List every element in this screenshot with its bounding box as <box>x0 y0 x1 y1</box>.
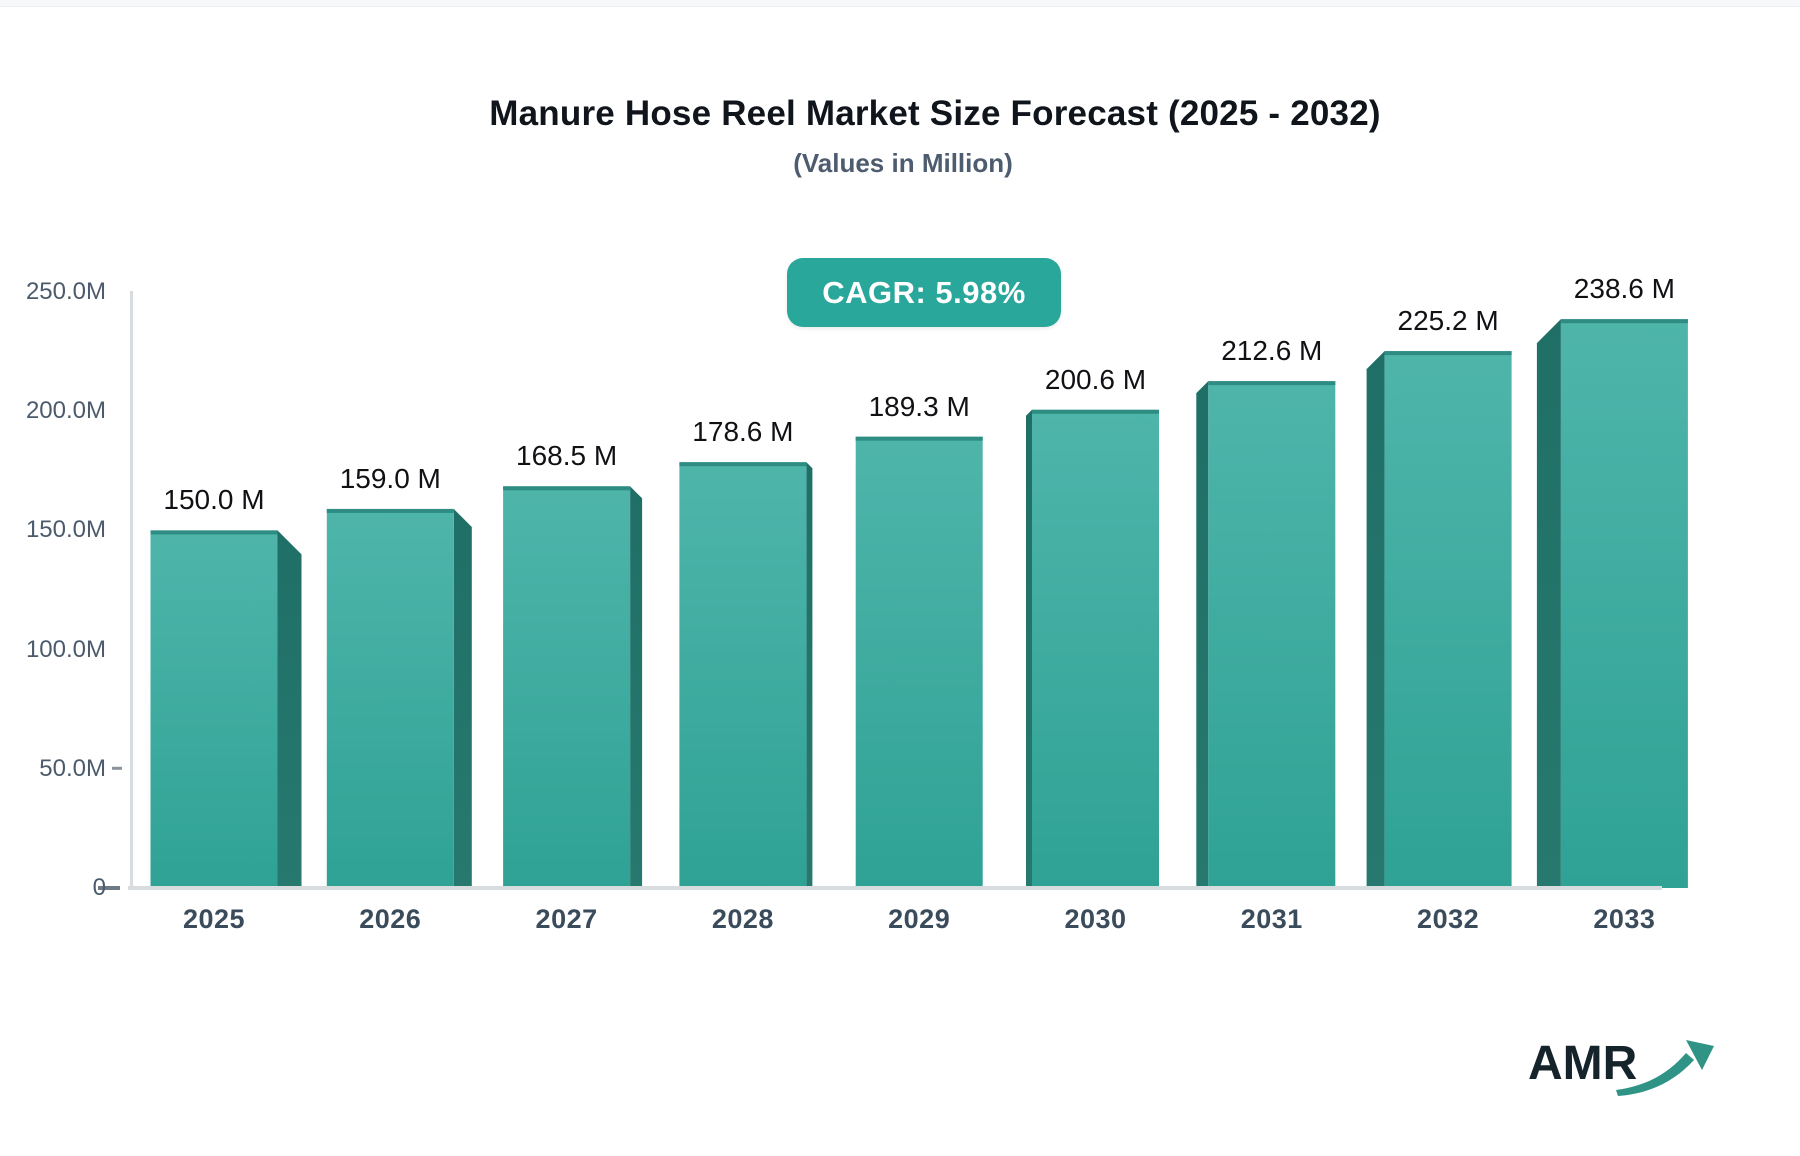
bar-value-label-2029: 189.3 M <box>868 390 970 422</box>
x-axis-label-2025: 2025 <box>182 904 246 934</box>
x-axis-label-2031: 2031 <box>1240 904 1303 934</box>
bar-2027 <box>503 486 631 888</box>
bar-top-edge <box>503 486 631 491</box>
bar-top-edge <box>1560 319 1688 324</box>
y-axis-line <box>130 291 133 890</box>
bar-side-face <box>453 508 472 888</box>
bar-2026 <box>326 508 454 888</box>
bar-top-edge <box>326 508 454 513</box>
bar-top-edge <box>1208 381 1336 386</box>
bar-2029 <box>855 436 983 888</box>
y-axis-label-0: 0 <box>92 874 106 901</box>
bar-top-edge <box>1384 351 1512 356</box>
x-axis-label-2033: 2033 <box>1593 904 1656 934</box>
bar-side-face <box>1536 319 1561 888</box>
chart-title: Manure Hose Reel Market Size Forecast (2… <box>489 94 1381 133</box>
x-axis-label-2027: 2027 <box>535 904 598 934</box>
bar-value-label-2028: 178.6 M <box>692 416 794 448</box>
bar-value-label-2027: 168.5 M <box>516 440 618 472</box>
bar-top-edge <box>679 462 807 467</box>
bar-side-face <box>630 486 643 888</box>
bar-top-edge <box>150 530 278 535</box>
bar-value-label-2031: 212.6 M <box>1221 335 1323 367</box>
bar-side-face <box>806 462 813 888</box>
cagr-badge-label: CAGR: 5.98% <box>822 274 1026 310</box>
y-axis-label-50.0M: 50.0M <box>39 754 106 782</box>
cagr-badge: CAGR: 5.98% <box>787 258 1061 327</box>
x-axis-label-2028: 2028 <box>711 904 774 934</box>
bar-side-face <box>1026 409 1032 888</box>
x-axis-label-2029: 2029 <box>888 904 951 934</box>
bar-2030 <box>1032 409 1159 888</box>
y-tick-50 <box>112 766 122 770</box>
bar-top-edge <box>855 436 983 441</box>
bar-2033 <box>1560 319 1688 888</box>
x-axis-label-2026: 2026 <box>359 904 422 934</box>
bar-2025 <box>150 530 278 888</box>
chart-subtitle: (Values in Million) <box>793 148 1013 178</box>
bar-2028 <box>679 462 807 888</box>
y-tick-0 <box>98 886 120 890</box>
bar-side-face <box>1366 351 1385 889</box>
y-axis-label-150.0M: 150.0M <box>25 516 106 544</box>
bar-value-label-2032: 225.2 M <box>1397 305 1499 337</box>
bar-2032 <box>1384 351 1512 889</box>
bar-2031 <box>1208 381 1336 888</box>
brand-logo: AMR <box>1528 1036 1718 1108</box>
brand-logo-text: AMR <box>1528 1037 1638 1090</box>
y-axis-label-200.0M: 200.0M <box>25 397 106 425</box>
bar-value-label-2033: 238.6 M <box>1573 273 1675 305</box>
y-axis-label-100.0M: 100.0M <box>25 635 106 663</box>
bar-value-label-2030: 200.6 M <box>1044 363 1147 395</box>
bar-side-face <box>277 530 302 888</box>
bar-value-label-2026: 159.0 M <box>339 462 441 494</box>
x-axis-label-2032: 2032 <box>1417 904 1480 934</box>
y-axis-label-250.0M: 250.0M <box>25 278 106 305</box>
bar-top-edge <box>1032 409 1159 414</box>
x-axis-line <box>128 886 1662 890</box>
window-top-strip <box>0 0 1800 7</box>
x-axis-label-2030: 2030 <box>1064 904 1127 934</box>
growth-arrow-icon <box>1616 1040 1714 1096</box>
bar-side-face <box>1196 381 1209 888</box>
bar-value-label-2025: 150.0 M <box>163 484 265 516</box>
